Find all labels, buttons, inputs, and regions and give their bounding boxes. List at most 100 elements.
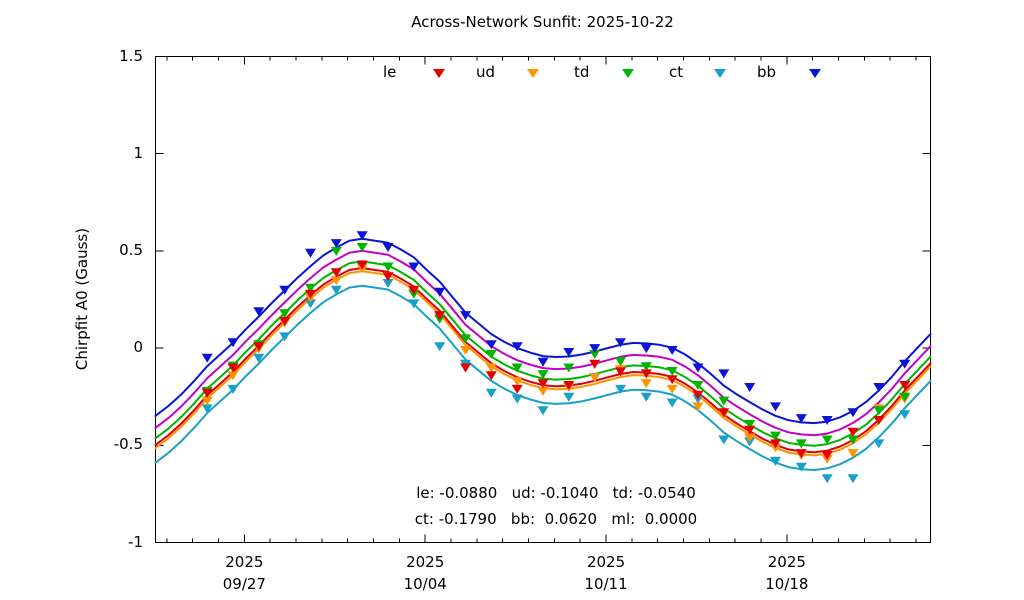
ct-marker (279, 332, 291, 342)
bb-marker (873, 383, 885, 392)
ct-marker (511, 394, 523, 404)
bb-marker (485, 340, 497, 350)
ct-marker (770, 456, 781, 466)
le-marker (460, 363, 471, 373)
x-tick-date: 10/11 (584, 575, 628, 593)
bb-marker (692, 363, 704, 373)
x-tick-label: 2025 09/27 (199, 551, 289, 595)
td-marker (460, 334, 471, 344)
td-marker (795, 439, 807, 449)
le-marker (640, 369, 652, 379)
bb-marker (460, 311, 471, 321)
le-marker (253, 342, 265, 352)
td-marker (692, 381, 704, 390)
td-marker (589, 349, 601, 359)
ct-marker (795, 462, 807, 472)
ct-marker (382, 279, 394, 288)
curve-ml (154, 249, 932, 437)
ct-marker (718, 435, 730, 445)
x-tick-label: 2025 10/11 (561, 551, 651, 595)
x-tick-year: 2025 (406, 553, 445, 571)
ct-marker (821, 474, 833, 484)
bb-marker (744, 383, 756, 392)
td-marker (537, 370, 549, 380)
td-marker (382, 262, 394, 272)
ud-marker (847, 449, 859, 459)
bb-marker (666, 346, 678, 355)
legend-label-td: td (574, 63, 590, 81)
td-marker (873, 406, 885, 416)
ct-marker (563, 392, 575, 402)
bb-marker (201, 353, 213, 363)
td-marker (718, 396, 730, 406)
markers-le (201, 260, 911, 460)
le-marker (899, 381, 911, 390)
td-marker (511, 363, 523, 373)
td-marker (744, 419, 756, 429)
td-marker (899, 392, 911, 402)
le-marker (744, 425, 756, 435)
le-marker (382, 272, 394, 282)
td-marker (821, 435, 833, 445)
ud-marker (537, 386, 549, 396)
bb-marker (434, 287, 446, 297)
ud-marker (201, 396, 213, 406)
curve-td (154, 260, 932, 447)
chart-title: Across-Network Sunfit: 2025-10-22 (411, 13, 674, 31)
bb-marker (382, 243, 394, 252)
le-marker (537, 379, 549, 389)
td-marker (666, 367, 678, 376)
bb-marker (227, 338, 239, 348)
td-marker (563, 363, 575, 373)
le-marker (873, 416, 885, 425)
bb-marker (563, 348, 575, 357)
x-tick-year: 2025 (767, 553, 806, 571)
x-tick-date: 10/18 (765, 575, 809, 593)
le-marker (511, 384, 523, 394)
legend-marker-le-icon (433, 69, 445, 78)
le-marker (563, 381, 575, 390)
ct-marker (847, 474, 859, 484)
ct-marker (899, 410, 911, 420)
ud-marker (511, 377, 523, 387)
le-marker (279, 316, 291, 326)
bb-marker (899, 359, 911, 369)
axis-ticks (155, 56, 931, 543)
ud-marker (666, 384, 678, 394)
legend-label-bb: bb (757, 63, 777, 81)
td-marker (279, 309, 291, 319)
td-marker (485, 349, 497, 359)
ud-marker (227, 371, 239, 381)
ct-marker (201, 404, 213, 414)
le-marker (692, 390, 704, 400)
le-marker (485, 371, 497, 381)
bb-marker (615, 338, 626, 348)
bb-marker (279, 285, 291, 295)
le-marker (201, 388, 213, 398)
y-tick-label: 0 (133, 338, 143, 357)
bb-marker (330, 239, 342, 249)
le-marker (718, 408, 730, 418)
td-marker (305, 283, 316, 293)
y-tick-label: -0.5 (113, 435, 143, 454)
ct-marker (408, 299, 420, 309)
bb-marker (589, 344, 601, 354)
ct-marker (434, 342, 446, 352)
x-tick-label: 2025 10/04 (380, 551, 470, 595)
x-tick-year: 2025 (586, 553, 626, 571)
fit-offsets-annotation-line1: le: -0.0880 ud: -0.1040 td: -0.0540 (416, 484, 696, 502)
bb-marker (537, 357, 549, 367)
legend-label-le: le (383, 63, 397, 81)
legend-marker-bb-icon (809, 69, 821, 78)
le-marker (589, 359, 601, 369)
le-marker (666, 375, 678, 385)
td-marker (615, 357, 626, 367)
le-marker (408, 285, 420, 295)
ct-marker (227, 384, 239, 394)
le-marker (615, 367, 626, 377)
ud-marker (692, 402, 704, 412)
le-marker (770, 439, 781, 449)
td-marker (770, 431, 781, 441)
